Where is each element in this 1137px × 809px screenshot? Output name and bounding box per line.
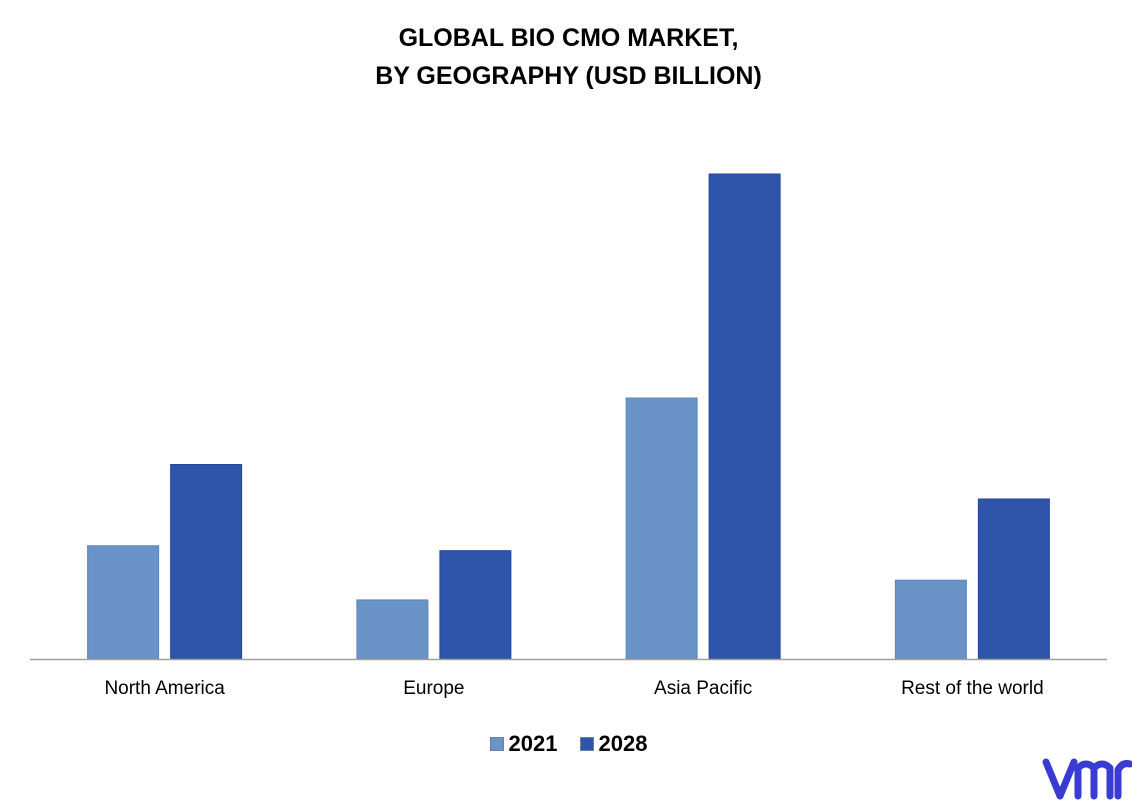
legend-swatch-2021 [489, 737, 504, 751]
bar-asia-pacific-2021 [625, 397, 698, 660]
category-labels-group: North America Europe Asia Pacific Rest of t… [104, 678, 1043, 699]
x-tick-label: Asia Pacific [654, 678, 752, 699]
x-tick-label: North America [104, 678, 225, 699]
legend: 2021 2028 [0, 731, 1137, 757]
x-tick-label: Rest of the world [901, 678, 1044, 699]
legend-label-2021: 2021 [508, 731, 558, 756]
bar-north-america-2028 [170, 464, 243, 660]
x-tick-label: Europe [403, 678, 464, 699]
bar-asia-pacific-2028 [708, 173, 781, 660]
legend-item-2028: 2028 [579, 731, 648, 757]
legend-item-2021: 2021 [489, 731, 558, 757]
bar-europe-2028 [439, 550, 512, 660]
legend-label-2028: 2028 [598, 731, 648, 756]
bars-group [87, 173, 1050, 660]
bar-chart: North America Europe Asia Pacific Rest of t… [30, 173, 1107, 699]
bar-europe-2021 [356, 599, 429, 660]
chart-title-line-2: BY GEOGRAPHY (USD BILLION) [375, 62, 762, 90]
bar-rest-of-the-world-2021 [894, 579, 967, 660]
bar-north-america-2021 [87, 545, 160, 660]
vmr-logo-icon [1042, 758, 1132, 800]
legend-swatch-2028 [579, 737, 594, 751]
chart-title-line-1: GLOBAL BIO CMO MARKET, [398, 24, 739, 52]
bar-rest-of-the-world-2028 [977, 498, 1050, 660]
